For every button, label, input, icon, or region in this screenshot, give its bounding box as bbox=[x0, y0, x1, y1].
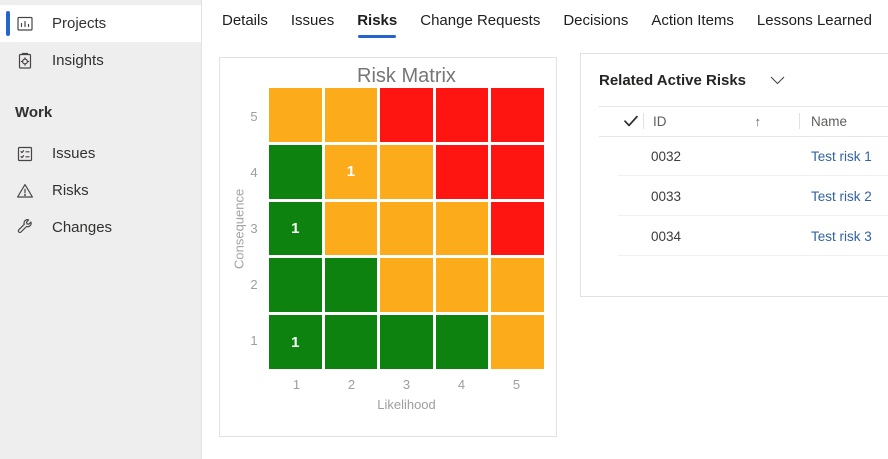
matrix-cell-l3-c3[interactable] bbox=[380, 201, 433, 256]
matrix-cell-l1-c4[interactable] bbox=[269, 144, 322, 199]
related-risks-title: Related Active Risks bbox=[599, 71, 747, 89]
sidebar-item-label: Changes bbox=[52, 219, 113, 236]
matrix-cell-l3-c2[interactable] bbox=[380, 258, 433, 313]
column-header-name[interactable]: Name bbox=[811, 113, 848, 129]
insights-icon bbox=[15, 51, 35, 71]
risk-matrix-grid: 1 1 1 bbox=[269, 88, 544, 369]
column-header-id[interactable]: ID ↑ bbox=[644, 114, 799, 129]
x-tick-label: 5 bbox=[512, 376, 521, 392]
matrix-cell-l3-c4[interactable] bbox=[380, 144, 433, 199]
sidebar-item-insights[interactable]: Insights bbox=[0, 42, 201, 79]
matrix-cell-l4-c4[interactable] bbox=[435, 144, 489, 199]
sidebar-item-risks[interactable]: Risks bbox=[0, 172, 201, 209]
warning-triangle-icon bbox=[15, 181, 35, 201]
matrix-cell-l2-c2[interactable] bbox=[324, 258, 378, 313]
tab-decisions[interactable]: Decisions bbox=[563, 11, 629, 29]
y-tick-label: 3 bbox=[250, 220, 258, 236]
matrix-cell-l5-c3[interactable] bbox=[491, 201, 544, 256]
tab-action-items[interactable]: Action Items bbox=[651, 11, 734, 29]
related-risks-panel: Related Active Risks ID ↑ Name 0032 Test… bbox=[580, 53, 888, 297]
tab-details[interactable]: Details bbox=[222, 11, 268, 29]
matrix-cell-l4-c3[interactable] bbox=[435, 201, 489, 256]
matrix-cell-l2-c3[interactable] bbox=[324, 201, 378, 256]
table-row[interactable]: 0034 Test risk 3 bbox=[581, 216, 888, 256]
sidebar-item-label: Insights bbox=[52, 52, 104, 69]
matrix-cell-l1-c1[interactable]: 1 bbox=[269, 315, 322, 369]
tab-change-requests[interactable]: Change Requests bbox=[420, 11, 541, 29]
x-tick-label: 4 bbox=[457, 376, 466, 392]
column-divider bbox=[799, 113, 800, 129]
matrix-cell-l1-c3[interactable]: 1 bbox=[269, 201, 322, 256]
y-tick-label: 4 bbox=[250, 164, 258, 180]
x-tick-label: 2 bbox=[347, 376, 356, 392]
table-header-border bbox=[599, 136, 888, 137]
sidebar-item-label: Risks bbox=[52, 182, 89, 199]
matrix-cell-l1-c2[interactable] bbox=[269, 258, 322, 313]
matrix-cell-l4-c2[interactable] bbox=[435, 258, 489, 313]
table-header-row: ID ↑ Name bbox=[599, 106, 888, 136]
id-column-label: ID bbox=[653, 113, 667, 129]
sort-ascending-icon: ↑ bbox=[754, 113, 762, 129]
issues-checklist-icon bbox=[15, 144, 35, 164]
table-body: 0032 Test risk 1 0033 Test risk 2 0034 T… bbox=[581, 136, 888, 256]
matrix-cell-count: 1 bbox=[291, 333, 300, 351]
x-tick-label: 1 bbox=[292, 376, 301, 392]
chevron-down-icon[interactable] bbox=[770, 76, 785, 85]
matrix-cell-l3-c5[interactable] bbox=[380, 88, 433, 142]
tab-lessons-learned[interactable]: Lessons Learned bbox=[756, 11, 872, 29]
sidebar-item-changes[interactable]: Changes bbox=[0, 209, 201, 246]
sidebar-section-work: Work bbox=[15, 103, 53, 121]
risk-id: 0034 bbox=[651, 228, 682, 244]
select-all-checkmark-icon[interactable] bbox=[623, 114, 643, 128]
matrix-cell-l5-c2[interactable] bbox=[491, 258, 544, 313]
related-risks-header: Related Active Risks bbox=[599, 68, 785, 92]
x-axis-label: Likelihood bbox=[377, 397, 436, 412]
tab-risks[interactable]: Risks bbox=[357, 11, 398, 38]
table-row[interactable]: 0033 Test risk 2 bbox=[581, 176, 888, 216]
sidebar-item-projects[interactable]: Projects bbox=[0, 5, 201, 42]
sidebar: Projects Insights Work Issues Risks Chan… bbox=[0, 0, 202, 459]
projects-icon bbox=[15, 14, 35, 34]
risk-matrix-title: Risk Matrix bbox=[357, 65, 456, 87]
risk-id: 0033 bbox=[651, 188, 682, 204]
risk-id: 0032 bbox=[651, 148, 682, 164]
matrix-cell-l2-c1[interactable] bbox=[324, 315, 378, 369]
matrix-cell-l2-c5[interactable] bbox=[324, 88, 378, 142]
tab-bar: Details Issues Risks Change Requests Dec… bbox=[222, 0, 872, 40]
matrix-cell-count: 1 bbox=[291, 219, 300, 237]
tab-issues[interactable]: Issues bbox=[290, 11, 335, 29]
y-axis-ticks: 5 4 3 2 1 bbox=[246, 88, 262, 369]
matrix-cell-l2-c4[interactable]: 1 bbox=[324, 144, 378, 199]
risk-name-link[interactable]: Test risk 1 bbox=[811, 148, 872, 164]
matrix-cell-l4-c1[interactable] bbox=[435, 315, 489, 369]
y-tick-label: 2 bbox=[250, 277, 258, 293]
matrix-cell-count: 1 bbox=[346, 163, 356, 181]
sidebar-item-label: Issues bbox=[52, 145, 96, 162]
matrix-cell-l4-c5[interactable] bbox=[435, 88, 489, 142]
matrix-cell-l1-c5[interactable] bbox=[269, 88, 322, 142]
matrix-cell-l5-c1[interactable] bbox=[491, 315, 544, 369]
x-axis-ticks: 1 2 3 4 5 bbox=[269, 376, 544, 392]
table-top-border bbox=[599, 106, 888, 107]
y-tick-label: 5 bbox=[250, 108, 258, 124]
y-tick-label: 1 bbox=[250, 333, 258, 349]
table-row[interactable]: 0032 Test risk 1 bbox=[581, 136, 888, 176]
matrix-cell-l5-c5[interactable] bbox=[491, 88, 544, 142]
matrix-cell-l3-c1[interactable] bbox=[380, 315, 433, 369]
wrench-icon bbox=[15, 218, 35, 238]
column-divider bbox=[643, 113, 644, 129]
risk-name-link[interactable]: Test risk 3 bbox=[811, 228, 872, 244]
risk-name-link[interactable]: Test risk 2 bbox=[811, 188, 872, 204]
sidebar-item-issues[interactable]: Issues bbox=[0, 135, 201, 172]
sidebar-item-label: Projects bbox=[52, 15, 107, 32]
matrix-cell-l5-c4[interactable] bbox=[491, 144, 544, 199]
x-tick-label: 3 bbox=[402, 376, 411, 392]
